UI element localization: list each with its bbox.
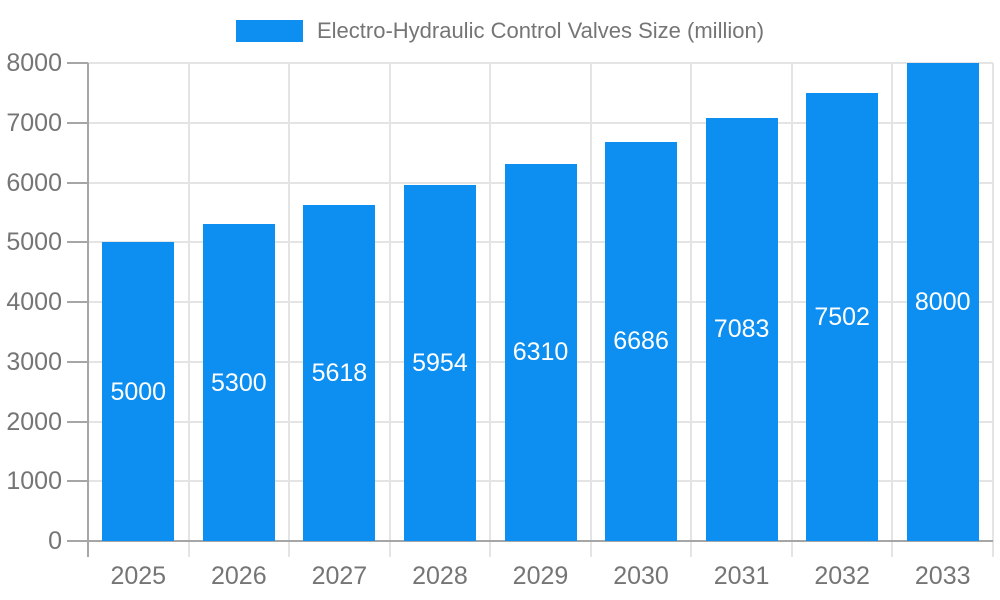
x-axis-tick xyxy=(489,541,492,557)
x-axis-label: 2032 xyxy=(814,562,870,590)
bar-value-label: 5618 xyxy=(311,359,368,388)
bar-2033 xyxy=(906,63,979,541)
x-axis-tick xyxy=(992,541,994,557)
gridline-vertical xyxy=(589,63,592,541)
y-axis-label: 6000 xyxy=(6,168,62,197)
bar-value-label: 7083 xyxy=(713,315,770,344)
x-axis-label: 2028 xyxy=(412,562,468,590)
x-axis-label: 2026 xyxy=(211,562,267,590)
y-axis-label: 0 xyxy=(48,527,62,555)
x-axis-label: 2030 xyxy=(613,562,669,590)
bar-2031 xyxy=(705,117,778,541)
x-axis-tick xyxy=(388,541,391,557)
x-axis-label: 2027 xyxy=(311,562,368,590)
x-axis-tick xyxy=(187,541,190,557)
bar-2027 xyxy=(303,205,376,541)
bar-value-label: 8000 xyxy=(914,288,971,316)
legend[interactable]: Electro-Hydraulic Control Valves Size (m… xyxy=(0,18,1000,44)
x-axis-label: 2025 xyxy=(110,562,167,590)
bar-2028 xyxy=(403,185,476,541)
bar-2032 xyxy=(806,92,879,541)
x-axis-label: 2029 xyxy=(512,562,569,590)
y-axis-tick xyxy=(67,241,88,244)
x-axis-label: 2033 xyxy=(914,562,971,590)
y-axis-label: 7000 xyxy=(6,108,62,137)
bar-value-label: 7502 xyxy=(814,302,870,331)
y-axis-label: 1000 xyxy=(6,467,62,496)
x-axis-tick xyxy=(589,541,592,557)
y-axis-tick xyxy=(67,121,88,124)
gridline-vertical xyxy=(187,63,190,541)
y-axis-tick xyxy=(67,301,88,303)
x-axis-tick xyxy=(790,541,793,557)
y-axis-label: 2000 xyxy=(6,407,62,436)
x-axis-tick xyxy=(288,541,291,557)
y-axis-label: 3000 xyxy=(6,347,62,376)
bar-2029 xyxy=(504,163,577,541)
y-axis-tick xyxy=(67,181,88,184)
y-axis-tick xyxy=(67,62,88,64)
bar-2030 xyxy=(605,141,678,541)
gridline-vertical xyxy=(790,63,793,541)
bar-2025 xyxy=(102,242,175,541)
gridline-horizontal xyxy=(88,121,993,124)
bar-value-label: 5954 xyxy=(412,349,468,378)
legend-swatch-icon xyxy=(235,20,303,42)
gridline-vertical xyxy=(388,63,391,541)
x-axis-tick xyxy=(891,541,894,557)
y-axis-label: 4000 xyxy=(6,288,62,316)
bar-value-label: 6686 xyxy=(613,327,669,356)
gridline-vertical xyxy=(891,63,894,541)
gridline-horizontal xyxy=(88,62,993,64)
chart-title: Electro-Hydraulic Control Valves Size (m… xyxy=(316,18,765,43)
bar-2026 xyxy=(202,224,275,541)
y-axis-label: 8000 xyxy=(6,49,62,77)
bar-value-label: 5000 xyxy=(110,377,167,406)
gridline-vertical xyxy=(288,63,291,541)
y-axis-line xyxy=(87,63,89,557)
bar-value-label: 5300 xyxy=(211,368,267,397)
x-axis-tick xyxy=(690,541,693,557)
gridline-vertical xyxy=(690,63,693,541)
bar-value-label: 6310 xyxy=(512,338,569,367)
gridline-vertical xyxy=(489,63,492,541)
y-axis-label: 5000 xyxy=(6,228,62,257)
gridline-vertical xyxy=(992,63,994,541)
x-axis-line xyxy=(85,540,993,542)
x-axis-label: 2031 xyxy=(713,562,770,590)
y-axis-tick xyxy=(67,540,88,542)
y-axis-tick xyxy=(67,480,88,483)
y-axis-tick xyxy=(67,420,88,423)
y-axis-tick xyxy=(67,360,88,363)
